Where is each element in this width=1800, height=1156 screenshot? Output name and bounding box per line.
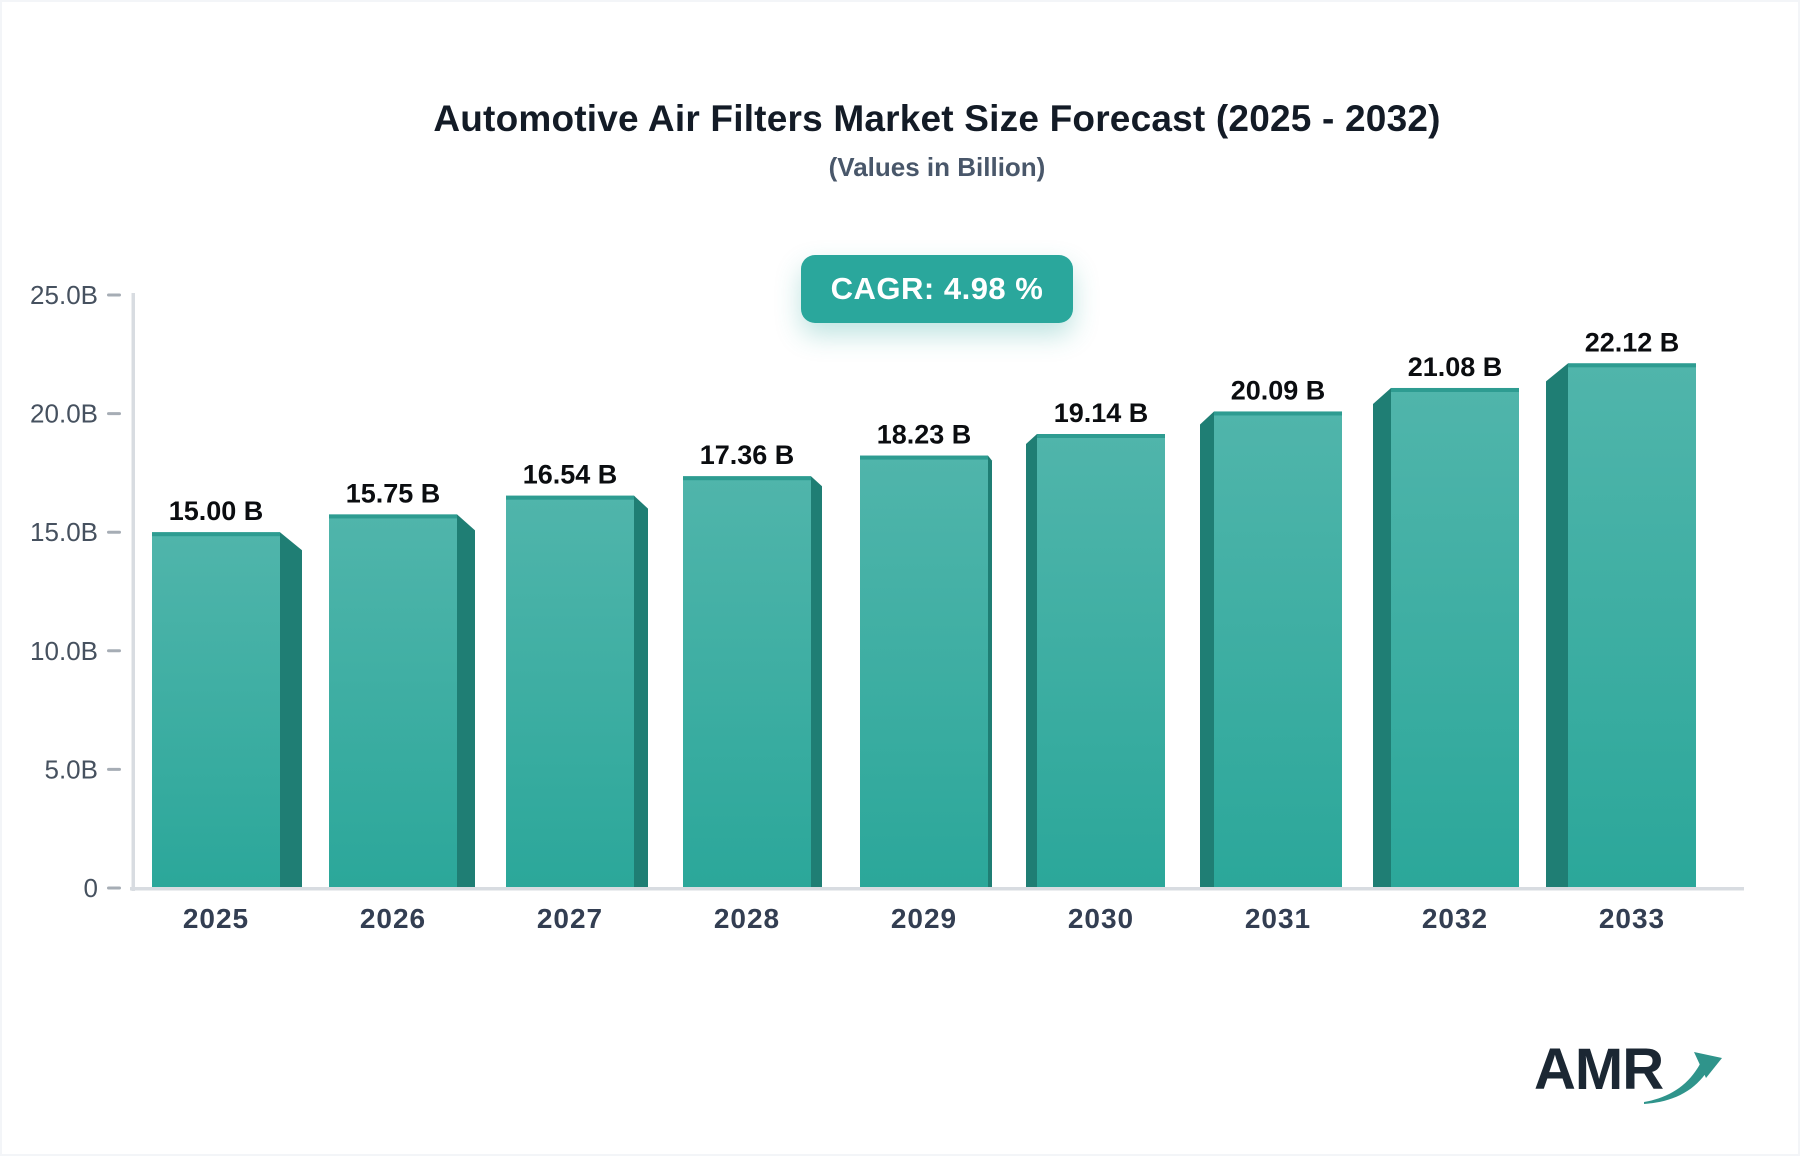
logo-growth-arrow-icon	[1644, 1052, 1722, 1104]
bar-side-panel	[811, 476, 822, 888]
bar-top-edge	[1214, 411, 1342, 416]
y-axis-tick	[107, 530, 121, 534]
bar-value-label: 18.23 B	[877, 420, 972, 450]
bar-group-2031: 20.09 B 2031	[1200, 375, 1342, 934]
bar-group-2028: 17.36 B 2028	[683, 440, 822, 934]
bar-face	[152, 532, 280, 888]
bar-top-edge	[1037, 433, 1165, 438]
cagr-badge-wrap: CAGR: 4.98 %	[37, 255, 1798, 323]
bar-face	[860, 455, 988, 888]
bar-value-label: 22.12 B	[1585, 327, 1680, 357]
y-axis-line	[131, 293, 135, 891]
bar-side-panel	[280, 532, 302, 888]
bar-top-edge	[1568, 363, 1696, 368]
y-axis-label: 5.0B	[45, 754, 99, 784]
bar-group-2032: 21.08 B 2032	[1373, 352, 1519, 934]
bar-value-label: 21.08 B	[1408, 352, 1503, 382]
bar-group-2033: 22.12 B 2033	[1546, 327, 1696, 934]
chart-title: Automotive Air Filters Market Size Forec…	[433, 98, 1441, 139]
chart-subtitle: (Values in Billion)	[828, 152, 1046, 182]
bar-value-label: 19.14 B	[1054, 398, 1149, 428]
bar-face	[1214, 411, 1342, 888]
bar-side-panel	[634, 495, 648, 888]
y-axis-tick	[107, 293, 121, 297]
y-axis-tick	[107, 412, 121, 416]
bar-face	[329, 514, 457, 888]
bar-face	[683, 476, 811, 888]
bar-value-label: 17.36 B	[700, 440, 795, 470]
bar-top-edge	[506, 495, 634, 500]
y-axis-label: 25.0B	[30, 280, 98, 310]
bar-top-edge	[683, 476, 811, 481]
bar-top-edge	[152, 532, 280, 537]
bar-face	[1391, 387, 1519, 888]
y-axis-tick	[107, 649, 121, 653]
bar-top-edge	[329, 514, 457, 519]
x-axis-label: 2033	[1599, 903, 1665, 934]
bar-value-label: 15.00 B	[169, 496, 264, 526]
x-axis-label: 2026	[360, 903, 426, 934]
bar-top-edge	[860, 455, 988, 460]
x-axis-label: 2030	[1068, 903, 1134, 934]
bar-face	[506, 495, 634, 888]
y-axis-label: 20.0B	[30, 399, 98, 429]
bar-group-2030: 19.14 B 2030	[1026, 398, 1165, 934]
bar-side-panel	[1373, 387, 1391, 888]
bar-value-label: 20.09 B	[1231, 375, 1326, 405]
y-axis-label: 10.0B	[30, 636, 98, 666]
bar-group-2029: 18.23 B 2029	[860, 420, 992, 934]
bar-side-panel	[1200, 411, 1214, 888]
amr-logo-text: AMR	[1534, 1037, 1664, 1102]
y-axis-tick	[107, 767, 121, 771]
bar-face	[1037, 433, 1165, 888]
bar-value-label: 16.54 B	[523, 460, 618, 490]
bar-side-panel	[457, 514, 475, 888]
x-axis-label: 2025	[183, 903, 249, 934]
x-axis-label: 2028	[714, 903, 780, 934]
y-axis-label: 0	[84, 873, 98, 903]
bar-side-panel	[1546, 363, 1568, 888]
x-axis-label: 2027	[537, 903, 603, 934]
bar-group-2025: 15.00 B 2025	[152, 496, 302, 934]
amr-logo: AMR	[1534, 1032, 1724, 1122]
bar-face	[1568, 363, 1696, 888]
cagr-badge: CAGR: 4.98 %	[800, 255, 1074, 323]
bar-group-2027: 16.54 B 2027	[506, 460, 648, 934]
x-axis-label: 2031	[1245, 903, 1311, 934]
bar-side-panel	[1026, 433, 1037, 888]
bar-value-label: 15.75 B	[346, 478, 441, 508]
x-axis-label: 2029	[891, 903, 957, 934]
bar-side-panel	[988, 455, 992, 888]
x-axis-label: 2032	[1422, 903, 1488, 934]
y-axis-label: 15.0B	[30, 517, 98, 547]
bar-top-edge	[1391, 387, 1519, 392]
x-axis-line	[130, 887, 1744, 891]
y-axis-tick	[107, 886, 121, 890]
bar-group-2026: 15.75 B 2026	[329, 478, 475, 934]
